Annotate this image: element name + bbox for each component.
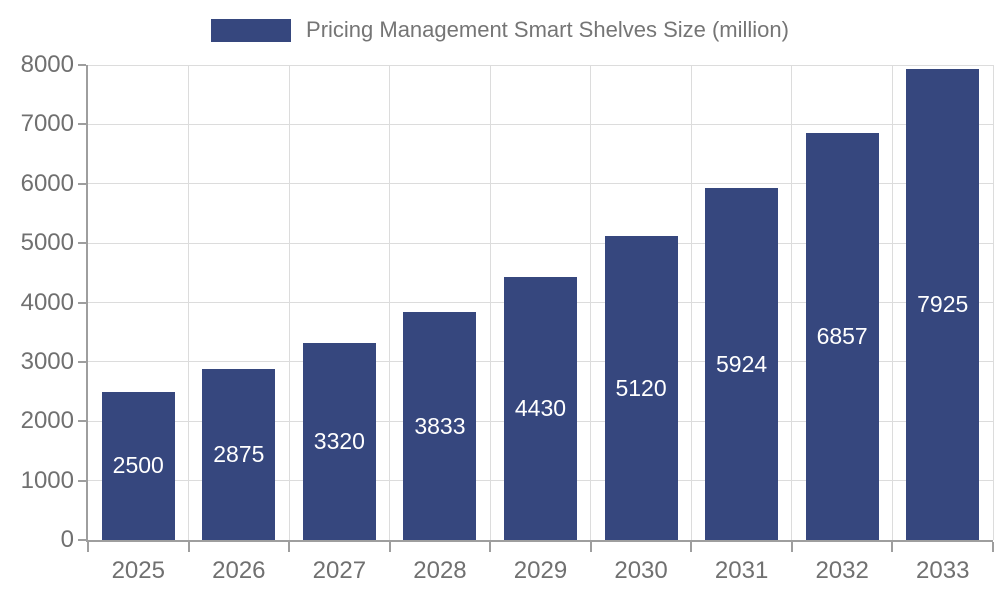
chart-legend[interactable]: Pricing Management Smart Shelves Size (m… xyxy=(0,17,1000,43)
v-gridline xyxy=(188,65,190,540)
y-tick-label: 8000 xyxy=(20,51,74,78)
bar-value-label: 7925 xyxy=(917,291,969,318)
bar-value-label: 2875 xyxy=(213,441,265,468)
x-tick-label: 2029 xyxy=(513,557,568,584)
y-axis-tick xyxy=(78,242,86,245)
plot-area: 0 1000 2000 3000 4000 5000 6000 7000 8000 2500 202… xyxy=(21,51,994,584)
legend-swatch-icon xyxy=(211,18,292,42)
y-tick-label: 7000 xyxy=(20,110,74,138)
x-axis-tick xyxy=(690,542,693,552)
bar-value-label: 5120 xyxy=(615,374,667,401)
x-axis-tick xyxy=(87,542,89,552)
y-axis-tick xyxy=(78,539,86,541)
x-axis-tick xyxy=(992,542,994,552)
x-tick-label: 2031 xyxy=(714,557,769,584)
bar: 5120 xyxy=(604,236,678,540)
y-tick-label: 6000 xyxy=(20,169,74,197)
x-tick-label: 2032 xyxy=(815,557,869,584)
y-axis-tick xyxy=(78,182,86,185)
bar: 5924 xyxy=(705,188,779,540)
y-axis-tick xyxy=(78,123,86,126)
h-gridline xyxy=(88,64,993,66)
bar: 6857 xyxy=(805,132,879,540)
y-axis-tick xyxy=(78,479,86,482)
y-tick-label: 0 xyxy=(60,526,74,553)
bar-value-label: 6857 xyxy=(816,322,868,349)
v-gridline xyxy=(389,65,391,540)
x-tick-label: 2030 xyxy=(614,557,668,584)
y-tick-label: 3000 xyxy=(20,347,74,375)
bar-value-label: 3833 xyxy=(414,412,466,439)
x-axis-tick xyxy=(288,542,291,552)
x-tick-label: 2026 xyxy=(212,557,266,584)
x-axis-tick xyxy=(891,542,894,552)
x-axis-tick xyxy=(489,542,492,552)
v-gridline xyxy=(288,65,290,540)
v-gridline xyxy=(791,65,793,540)
y-tick-label: 2000 xyxy=(20,407,74,435)
x-tick-label: 2028 xyxy=(413,557,467,584)
x-axis-tick xyxy=(187,542,190,552)
x-axis-tick xyxy=(790,542,793,552)
v-gridline xyxy=(690,65,692,540)
v-gridline xyxy=(489,65,491,540)
bar: 7925 xyxy=(906,69,980,540)
x-axis-tick xyxy=(388,542,391,552)
y-axis-tick xyxy=(78,64,86,66)
h-gridline xyxy=(88,183,993,185)
bar-value-label: 3320 xyxy=(313,427,365,454)
bar: 2875 xyxy=(202,369,276,540)
y-tick-label: 4000 xyxy=(20,288,74,316)
bar: 4430 xyxy=(503,276,577,540)
y-axis-tick xyxy=(78,360,86,363)
bar: 3833 xyxy=(403,312,477,540)
x-tick-label: 2027 xyxy=(312,557,367,584)
y-tick-label: 5000 xyxy=(20,229,74,257)
v-gridline xyxy=(992,65,994,540)
x-axis-tick xyxy=(589,542,592,552)
bar: 3320 xyxy=(302,342,376,540)
v-gridline xyxy=(891,65,893,540)
h-gridline xyxy=(88,242,993,244)
y-axis-tick xyxy=(78,301,86,304)
legend-label: Pricing Management Smart Shelves Size (m… xyxy=(306,17,789,42)
v-gridline xyxy=(590,65,592,540)
y-axis-line xyxy=(86,65,88,542)
bar: 2500 xyxy=(101,391,175,540)
y-tick-label: 1000 xyxy=(20,466,74,494)
x-axis-line xyxy=(86,540,993,542)
bar-value-label: 5924 xyxy=(716,350,768,377)
h-gridline xyxy=(88,123,993,125)
x-tick-label: 2033 xyxy=(916,557,970,584)
bar-value-label: 4430 xyxy=(514,394,567,421)
y-axis-tick xyxy=(78,420,86,423)
bar-value-label: 2500 xyxy=(112,452,164,479)
x-tick-label: 2025 xyxy=(111,557,165,584)
